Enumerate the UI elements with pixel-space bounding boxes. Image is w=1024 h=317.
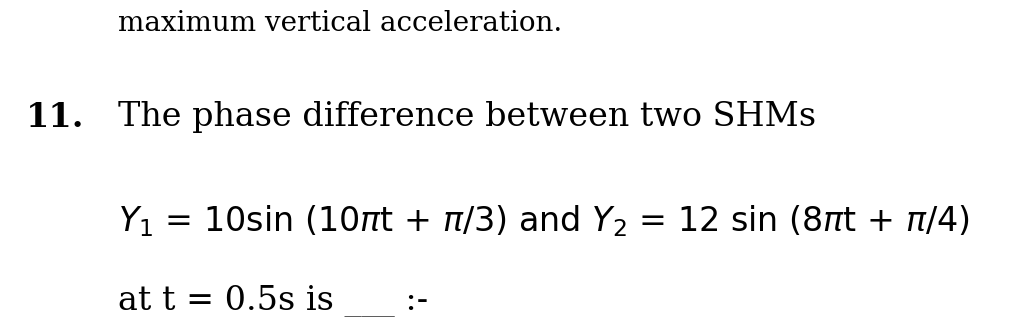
Text: maximum vertical acceleration.: maximum vertical acceleration.: [118, 10, 562, 36]
Text: 11.: 11.: [26, 101, 84, 134]
Text: $Y_1$ = 10sin (10$\pi$t + $\pi$/3) and $Y_2$ = 12 sin (8$\pi$t + $\pi$/4): $Y_1$ = 10sin (10$\pi$t + $\pi$/3) and $…: [118, 203, 970, 239]
Text: The phase difference between two SHMs: The phase difference between two SHMs: [118, 101, 816, 133]
Text: at t = 0.5s is ___ :-: at t = 0.5s is ___ :-: [118, 285, 428, 317]
